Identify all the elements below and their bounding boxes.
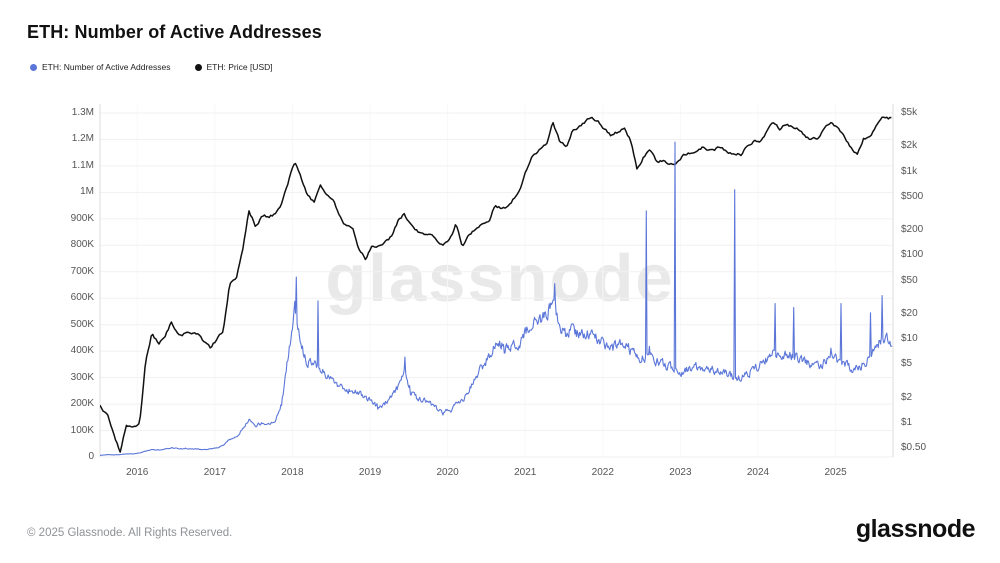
axis-tick-label: $500 <box>901 190 924 202</box>
axis-tick-label: $2k <box>901 140 918 152</box>
legend-label-active-addresses: ETH: Number of Active Addresses <box>42 62 171 72</box>
axis-tick-label: 800K <box>70 239 94 251</box>
axis-tick-label: 1.3M <box>71 107 94 118</box>
page-title: ETH: Number of Active Addresses <box>27 22 322 42</box>
plot-svg[interactable] <box>0 0 1000 510</box>
axis-tick-label: 600K <box>70 292 94 304</box>
glassnode-logo: glassnode <box>855 515 976 543</box>
series-price-line <box>100 116 892 453</box>
axis-tick-label: 100K <box>70 424 94 436</box>
axis-tick-label: 2018 <box>281 467 304 478</box>
axis-tick-label: $10 <box>901 333 918 345</box>
axis-tick-label: $50 <box>901 274 918 286</box>
axis-tick-label: $1k <box>901 165 918 177</box>
axis-tick-label: 200K <box>70 398 94 410</box>
axis-tick-label: 1.1M <box>71 159 94 171</box>
axis-tick-label: $100 <box>901 249 924 261</box>
watermark: glassnode <box>325 241 675 316</box>
axis-tick-label: $20 <box>901 307 918 319</box>
axis-tick-label: 2021 <box>514 467 537 478</box>
axis-tick-label: 2022 <box>591 467 614 478</box>
axis-tick-label: $200 <box>901 224 924 236</box>
legend-item-price[interactable]: ETH: Price [USD] <box>194 62 273 72</box>
legend-item-active-addresses[interactable]: ETH: Number of Active Addresses <box>30 62 171 72</box>
series-addresses-line <box>100 141 893 456</box>
axis-tick-label: $2 <box>901 391 913 403</box>
axis-tick-label: 900K <box>70 212 94 224</box>
axis-tick-label: 2019 <box>358 467 382 478</box>
axis-tick-label: 300K <box>70 371 94 383</box>
axis-tick-label: 2020 <box>436 467 459 478</box>
axis-tick-label: 2017 <box>203 467 226 478</box>
footer-copyright: © 2025 Glassnode. All Rights Reserved. <box>27 527 233 539</box>
axis-tick-label: $0.50 <box>901 442 927 453</box>
axis-tick-label: $5k <box>901 107 918 118</box>
series-dot-price-icon <box>194 63 202 71</box>
axis-tick-label: 1.2M <box>71 133 94 145</box>
axis-tick-label: 2023 <box>669 467 692 478</box>
axis-tick-label: 2016 <box>126 467 149 478</box>
series-dot-addresses-icon <box>30 63 37 71</box>
axis-tick-label: 400K <box>70 345 94 357</box>
axis-tick-label: 2024 <box>746 467 770 478</box>
axis-tick-label: $5 <box>901 358 913 370</box>
legend: ETH: Number of Active Addresses ETH: Pri… <box>30 62 273 72</box>
axis-tick-label: 700K <box>70 265 94 277</box>
legend-label-price: ETH: Price [USD] <box>206 62 273 72</box>
axis-tick-label: 0 <box>88 451 94 462</box>
axis-tick-label: $1 <box>901 416 913 428</box>
axis-tick-label: 500K <box>70 318 94 330</box>
axis-tick-label: 1M <box>80 186 94 198</box>
axis-tick-label: 2025 <box>824 467 847 478</box>
